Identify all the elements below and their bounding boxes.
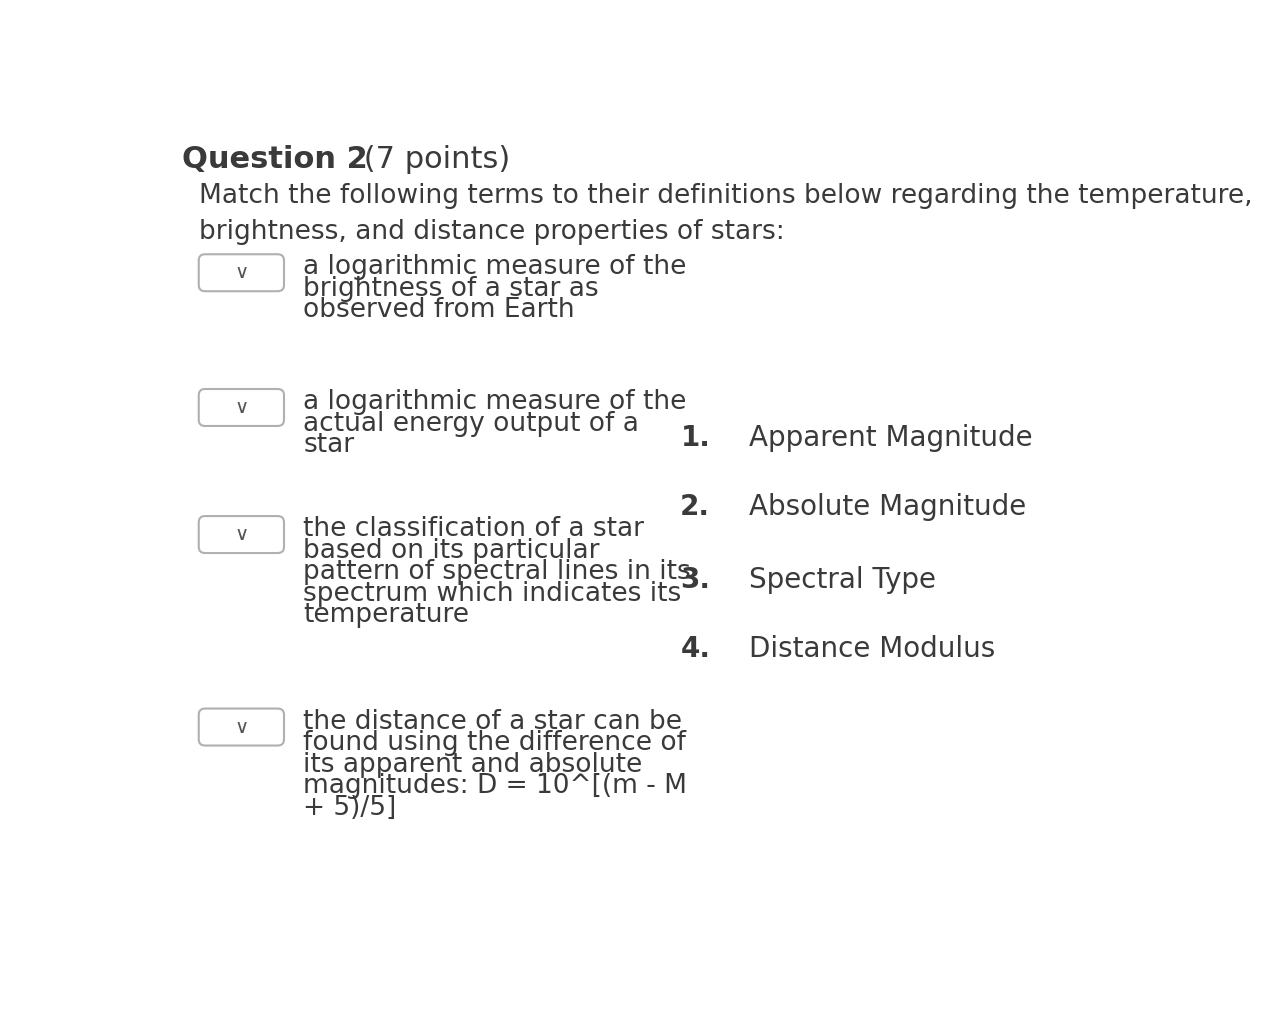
Text: Question 2: Question 2 [182, 145, 367, 174]
Text: brightness of a star as: brightness of a star as [303, 276, 599, 302]
Text: 4.: 4. [680, 635, 710, 663]
Text: a logarithmic measure of the: a logarithmic measure of the [303, 389, 687, 415]
Text: ∨: ∨ [234, 718, 248, 736]
Text: ∨: ∨ [234, 398, 248, 417]
Text: observed from Earth: observed from Earth [303, 297, 575, 324]
FancyBboxPatch shape [198, 708, 284, 745]
Text: star: star [303, 432, 355, 458]
Text: a logarithmic measure of the: a logarithmic measure of the [303, 254, 687, 281]
Text: ∨: ∨ [234, 525, 248, 544]
Text: + 5)/5]: + 5)/5] [303, 795, 397, 820]
Text: actual energy output of a: actual energy output of a [303, 410, 639, 437]
Text: 1.: 1. [681, 424, 710, 451]
Text: the classification of a star: the classification of a star [303, 516, 644, 542]
Text: pattern of spectral lines in its: pattern of spectral lines in its [303, 559, 691, 585]
FancyBboxPatch shape [198, 389, 284, 426]
FancyBboxPatch shape [198, 516, 284, 553]
Text: based on its particular: based on its particular [303, 538, 600, 563]
Text: magnitudes: D = 10^[(m - M: magnitudes: D = 10^[(m - M [303, 773, 687, 799]
FancyBboxPatch shape [198, 254, 284, 291]
Text: (7 points): (7 points) [353, 145, 509, 174]
Text: the distance of a star can be: the distance of a star can be [303, 708, 682, 735]
Text: ∨: ∨ [234, 263, 248, 283]
Text: temperature: temperature [303, 602, 470, 628]
Text: 2.: 2. [680, 493, 710, 521]
Text: found using the difference of: found using the difference of [303, 730, 686, 757]
Text: its apparent and absolute: its apparent and absolute [303, 751, 643, 777]
Text: Absolute Magnitude: Absolute Magnitude [749, 493, 1027, 521]
Text: 3.: 3. [680, 566, 710, 594]
Text: Apparent Magnitude: Apparent Magnitude [749, 424, 1033, 451]
Text: spectrum which indicates its: spectrum which indicates its [303, 581, 682, 607]
Text: Match the following terms to their definitions below regarding the temperature,
: Match the following terms to their defin… [198, 183, 1252, 246]
Text: Distance Modulus: Distance Modulus [749, 635, 996, 663]
Text: Spectral Type: Spectral Type [749, 566, 936, 594]
